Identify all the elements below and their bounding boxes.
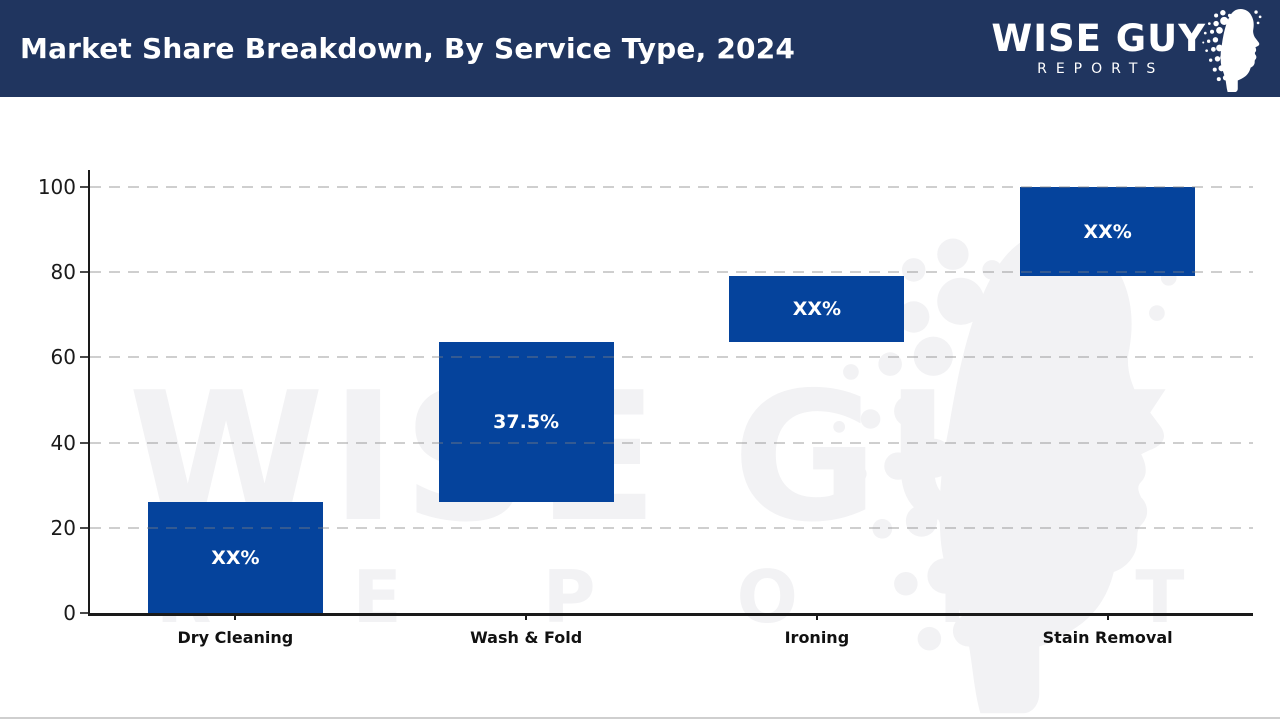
logo-name-text: WISE GUY — [991, 17, 1206, 60]
wiseguy-face-icon — [1202, 8, 1262, 92]
x-tick-mark-2 — [525, 613, 528, 620]
bar-value-label: 37.5% — [493, 411, 560, 434]
header: Market Share Breakdown, By Service Type,… — [0, 0, 1280, 97]
grid-line-y60 — [90, 356, 1253, 359]
bar-value-label: XX% — [1083, 220, 1132, 243]
brand-wordmark: WISE GUY REPORTS — [991, 20, 1206, 77]
y-tick-label-100: 100 — [37, 175, 76, 199]
bar-stain-removal: XX% — [1020, 187, 1196, 277]
x-tick-mark-1 — [234, 613, 237, 620]
grid-line-y80 — [90, 271, 1253, 274]
plot-area: 0 20 40 60 80 100 XX% Dry Cleaning 37.5% Wash & F… — [38, 170, 1253, 647]
y-tick-label-20: 20 — [50, 515, 76, 540]
bar-value-label: XX% — [792, 298, 842, 321]
y-tick-mark-20 — [80, 526, 88, 529]
x-tick-mark-4 — [1106, 613, 1109, 620]
x-tick-label-3: Ironing — [784, 628, 850, 647]
bottom-divider — [0, 717, 1280, 719]
brand-logo: WISE GUY REPORTS — [991, 0, 1270, 97]
y-tick-label-40: 40 — [50, 430, 76, 455]
grid-line-y20 — [90, 526, 1253, 529]
y-tick-mark-100 — [80, 186, 88, 188]
page-title: Market Share Breakdown, By Service Type,… — [20, 32, 796, 65]
x-tick-label-2: Wash & Fold — [470, 628, 583, 647]
bar-dry-cleaning: XX% — [147, 502, 323, 613]
bar-value-label: XX% — [211, 546, 260, 569]
bar-ironing: XX% — [729, 276, 905, 343]
x-tick-label-4: Stain Removal — [1042, 628, 1173, 647]
x-tick-label-1: Dry Cleaning — [177, 628, 294, 647]
y-tick-label-0: 0 — [63, 601, 76, 625]
x-tick-mark-3 — [815, 613, 818, 620]
y-tick-mark-40 — [80, 441, 88, 444]
y-tick-mark-80 — [80, 271, 88, 274]
logo-subtitle-text: REPORTS — [1037, 61, 1165, 77]
y-tick-mark-0 — [80, 612, 88, 614]
chart-area: WISE GUY R E P O R T S 020406080100XX%Dr… — [0, 97, 1280, 717]
y-tick-label-80: 80 — [50, 260, 76, 285]
y-tick-label-60: 60 — [50, 345, 76, 370]
grid-line-y100 — [90, 186, 1253, 188]
y-tick-mark-60 — [80, 356, 88, 359]
grid-line-y40 — [90, 441, 1253, 444]
bar-wash-fold: 37.5% — [438, 342, 614, 503]
